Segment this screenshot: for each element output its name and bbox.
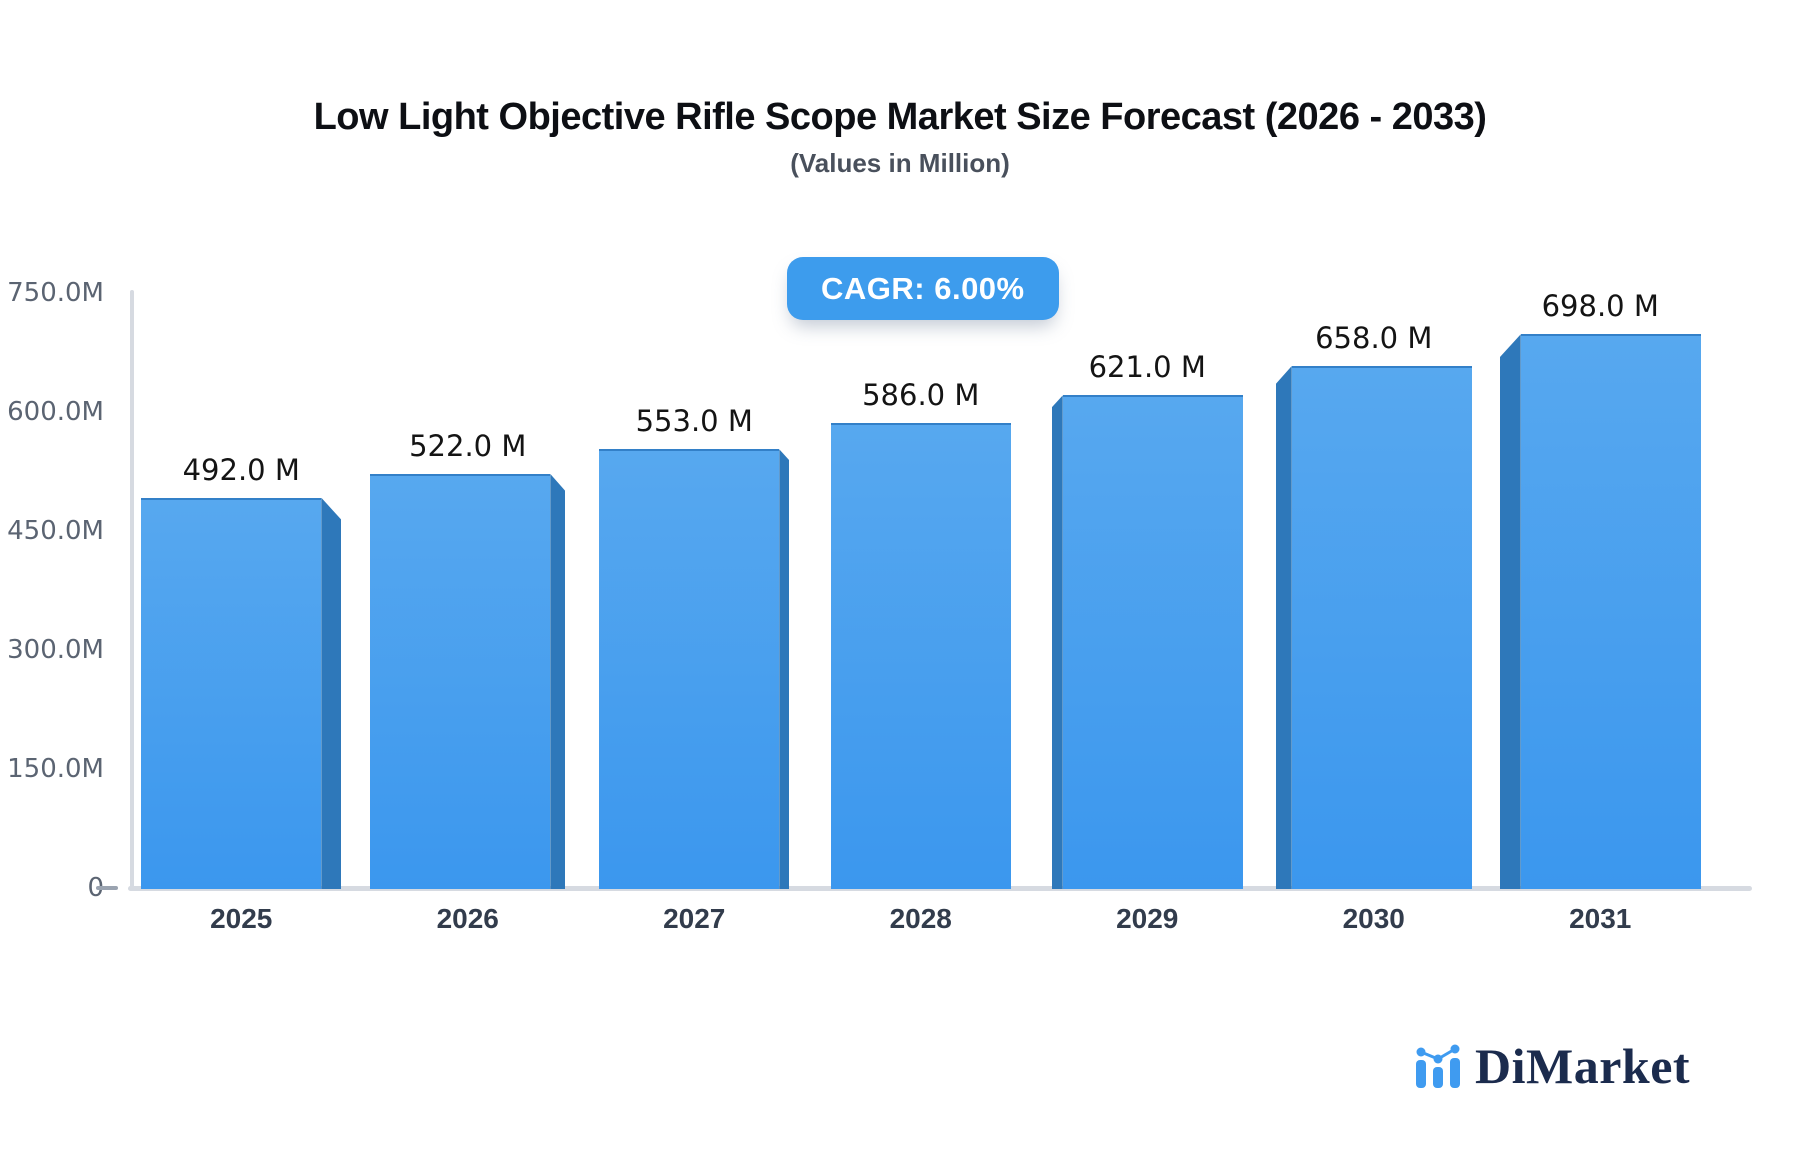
x-axis-tick-label: 2031: [1569, 903, 1632, 934]
y-axis-tick-label: 150.0M: [7, 754, 104, 784]
bar-value-label: 658.0 M: [1315, 320, 1433, 355]
brand-name: DiMarket: [1475, 1038, 1691, 1094]
x-axis-tick-label: 2028: [889, 903, 952, 934]
bar-2031-3d-side: [1499, 334, 1521, 889]
bar-value-label: 553.0 M: [635, 404, 753, 439]
y-axis-tick-label: 600.0M: [7, 397, 104, 427]
bar-2031: [1520, 334, 1701, 889]
y-axis-zero-tick: [96, 886, 118, 890]
y-axis-tick-label: 0: [0, 873, 104, 903]
x-axis-tick-label: 2027: [663, 903, 726, 934]
x-axis-tick-label: 2029: [1116, 903, 1179, 934]
bar-value-label: 586.0 M: [862, 378, 980, 413]
bar-2030: [1291, 365, 1472, 889]
brand-logo: DiMarket: [1415, 1038, 1691, 1094]
bar-2025-3d-side: [321, 497, 342, 889]
x-axis-tick-label: 2025: [210, 903, 273, 934]
chart-title: Low Light Objective Rifle Scope Market S…: [313, 96, 1487, 138]
cagr-badge: CAGR: 6.00%: [787, 257, 1059, 320]
chart-subtitle: (Values in Million): [790, 148, 1010, 178]
bar-2026-3d-side: [550, 473, 566, 889]
bar-2025: [141, 497, 322, 889]
bar-2030-3d-side: [1275, 365, 1292, 889]
x-axis-tick-label: 2026: [436, 903, 499, 934]
bar-2028: [830, 423, 1011, 889]
y-axis-tick-label: 750.0M: [7, 278, 104, 308]
bar-2029-3d-side: [1051, 395, 1063, 889]
bar-2026: [370, 473, 551, 889]
bar-chart-trend-icon: [1416, 1044, 1460, 1088]
bar-value-label: 492.0 M: [182, 452, 300, 487]
bar-value-label: 522.0 M: [409, 428, 527, 463]
bar-value-label: 621.0 M: [1088, 350, 1206, 385]
bar-2027-3d-side: [779, 449, 790, 889]
bar-2027: [599, 449, 780, 889]
bar-2029: [1062, 395, 1243, 889]
y-axis-tick-label: 300.0M: [7, 635, 104, 665]
bar-value-label: 698.0 M: [1541, 289, 1659, 324]
y-axis-line: [130, 290, 134, 888]
y-axis-tick-label: 450.0M: [7, 516, 104, 546]
x-axis-tick-label: 2030: [1342, 903, 1405, 934]
